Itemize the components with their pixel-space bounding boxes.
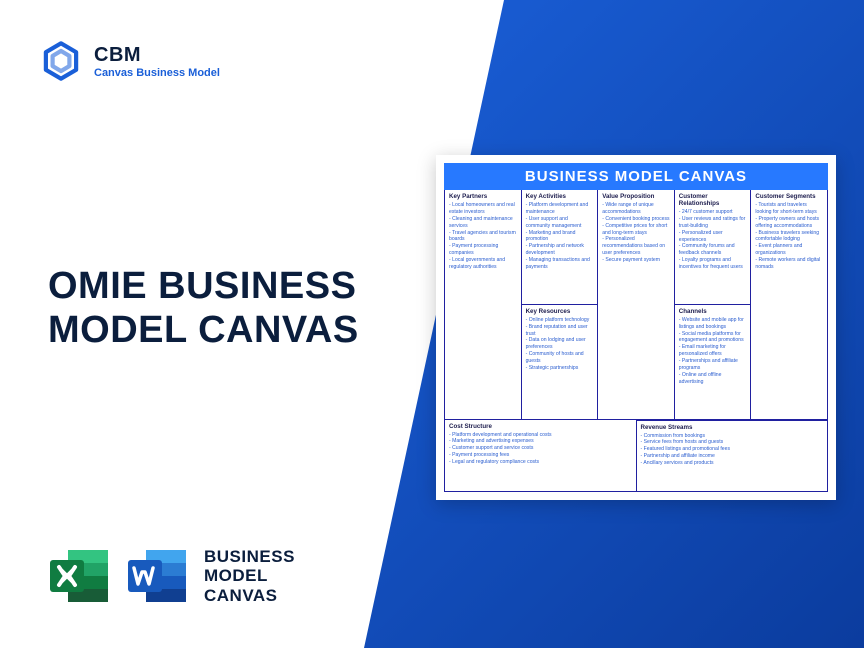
excel-icon <box>48 544 112 608</box>
brand-subtitle: Canvas Business Model <box>94 67 220 79</box>
brand-title: CBM <box>94 44 220 67</box>
cell-customer-segments: Customer Segments Tourists and travelers… <box>751 190 827 419</box>
cell-channels: Channels Website and mobile app for list… <box>675 304 751 419</box>
header: CBM Canvas Business Model <box>40 40 220 82</box>
cell-key-resources: Key Resources Online platform technology… <box>522 304 598 419</box>
cell-customer-relationships: Customer Relationships 24/7 customer sup… <box>675 190 751 304</box>
cell-key-partners: Key Partners Local homeowners and real e… <box>445 190 521 419</box>
cell-key-activities: Key Activities Platform development and … <box>522 190 598 304</box>
page-title: OMIE BUSINESS MODEL CANVAS <box>48 265 408 352</box>
word-icon <box>126 544 190 608</box>
cell-value-proposition: Value Proposition Wide range of unique a… <box>598 190 674 419</box>
cell-cost-structure: Cost Structure Platform development and … <box>445 420 637 491</box>
footer-label: BUSINESSMODELCANVAS <box>204 547 295 606</box>
cbm-logo-icon <box>40 40 82 82</box>
footer: BUSINESSMODELCANVAS <box>48 544 295 608</box>
canvas-grid: Key Partners Local homeowners and real e… <box>444 190 828 492</box>
cell-revenue-streams: Revenue Streams Commission from bookings… <box>637 420 828 491</box>
canvas-title: BUSINESS MODEL CANVAS <box>444 163 828 190</box>
canvas-card: BUSINESS MODEL CANVAS Key Partners Local… <box>436 155 836 500</box>
